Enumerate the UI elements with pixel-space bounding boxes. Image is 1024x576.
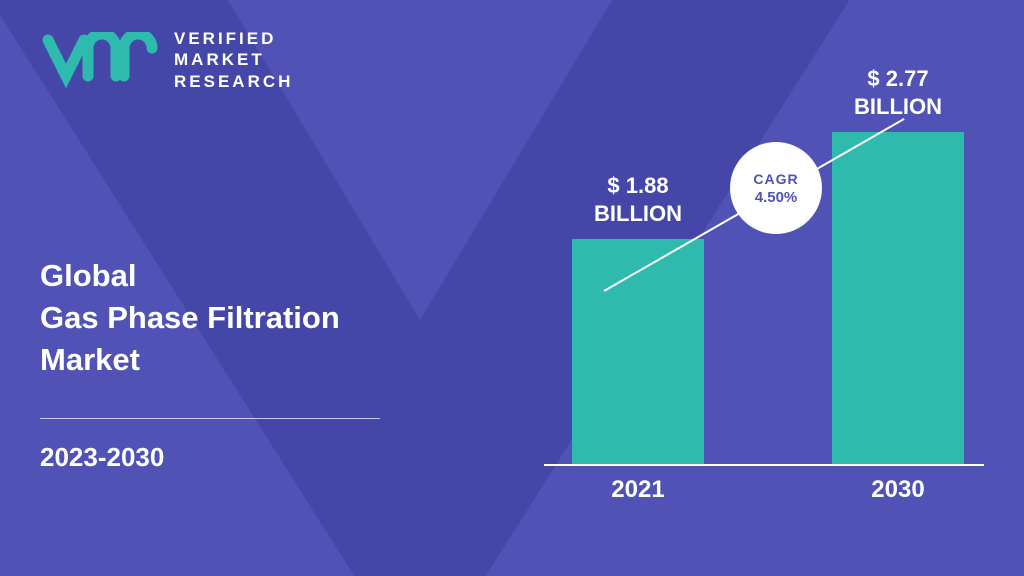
- cagr-value: 4.50%: [755, 189, 798, 206]
- title-divider: [40, 418, 380, 419]
- value-amount: $ 1.88: [562, 172, 714, 200]
- value-amount: $ 2.77: [822, 65, 974, 93]
- value-unit: BILLION: [822, 93, 974, 121]
- bar-value-2021: $ 1.88 BILLION: [562, 172, 714, 227]
- bar-2030: [832, 132, 964, 464]
- title-line: Global: [40, 255, 340, 297]
- title-block: Global Gas Phase Filtration Market: [40, 255, 340, 381]
- logo-text-line: RESEARCH: [174, 71, 293, 92]
- cagr-label: CAGR: [753, 171, 798, 187]
- infographic-canvas: VERIFIED MARKET RESEARCH Global Gas Phas…: [0, 0, 1024, 576]
- logo-text-line: MARKET: [174, 49, 293, 70]
- bar-label-2021: 2021: [572, 476, 704, 504]
- bar-value-2030: $ 2.77 BILLION: [822, 65, 974, 120]
- forecast-period: 2023-2030: [40, 442, 164, 473]
- bar-2021: [572, 239, 704, 464]
- bar-chart: $ 1.88 BILLION 2021 $ 2.77 BILLION 2030 …: [544, 30, 984, 510]
- bar-label-2030: 2030: [832, 476, 964, 504]
- logo-mark-icon: [40, 32, 160, 88]
- title-line: Gas Phase Filtration: [40, 297, 340, 339]
- title-line: Market: [40, 339, 340, 381]
- cagr-badge: CAGR 4.50%: [730, 142, 822, 234]
- chart-baseline: [544, 464, 984, 466]
- brand-logo: VERIFIED MARKET RESEARCH: [40, 28, 293, 92]
- value-unit: BILLION: [562, 200, 714, 228]
- logo-text: VERIFIED MARKET RESEARCH: [174, 28, 293, 92]
- logo-text-line: VERIFIED: [174, 28, 293, 49]
